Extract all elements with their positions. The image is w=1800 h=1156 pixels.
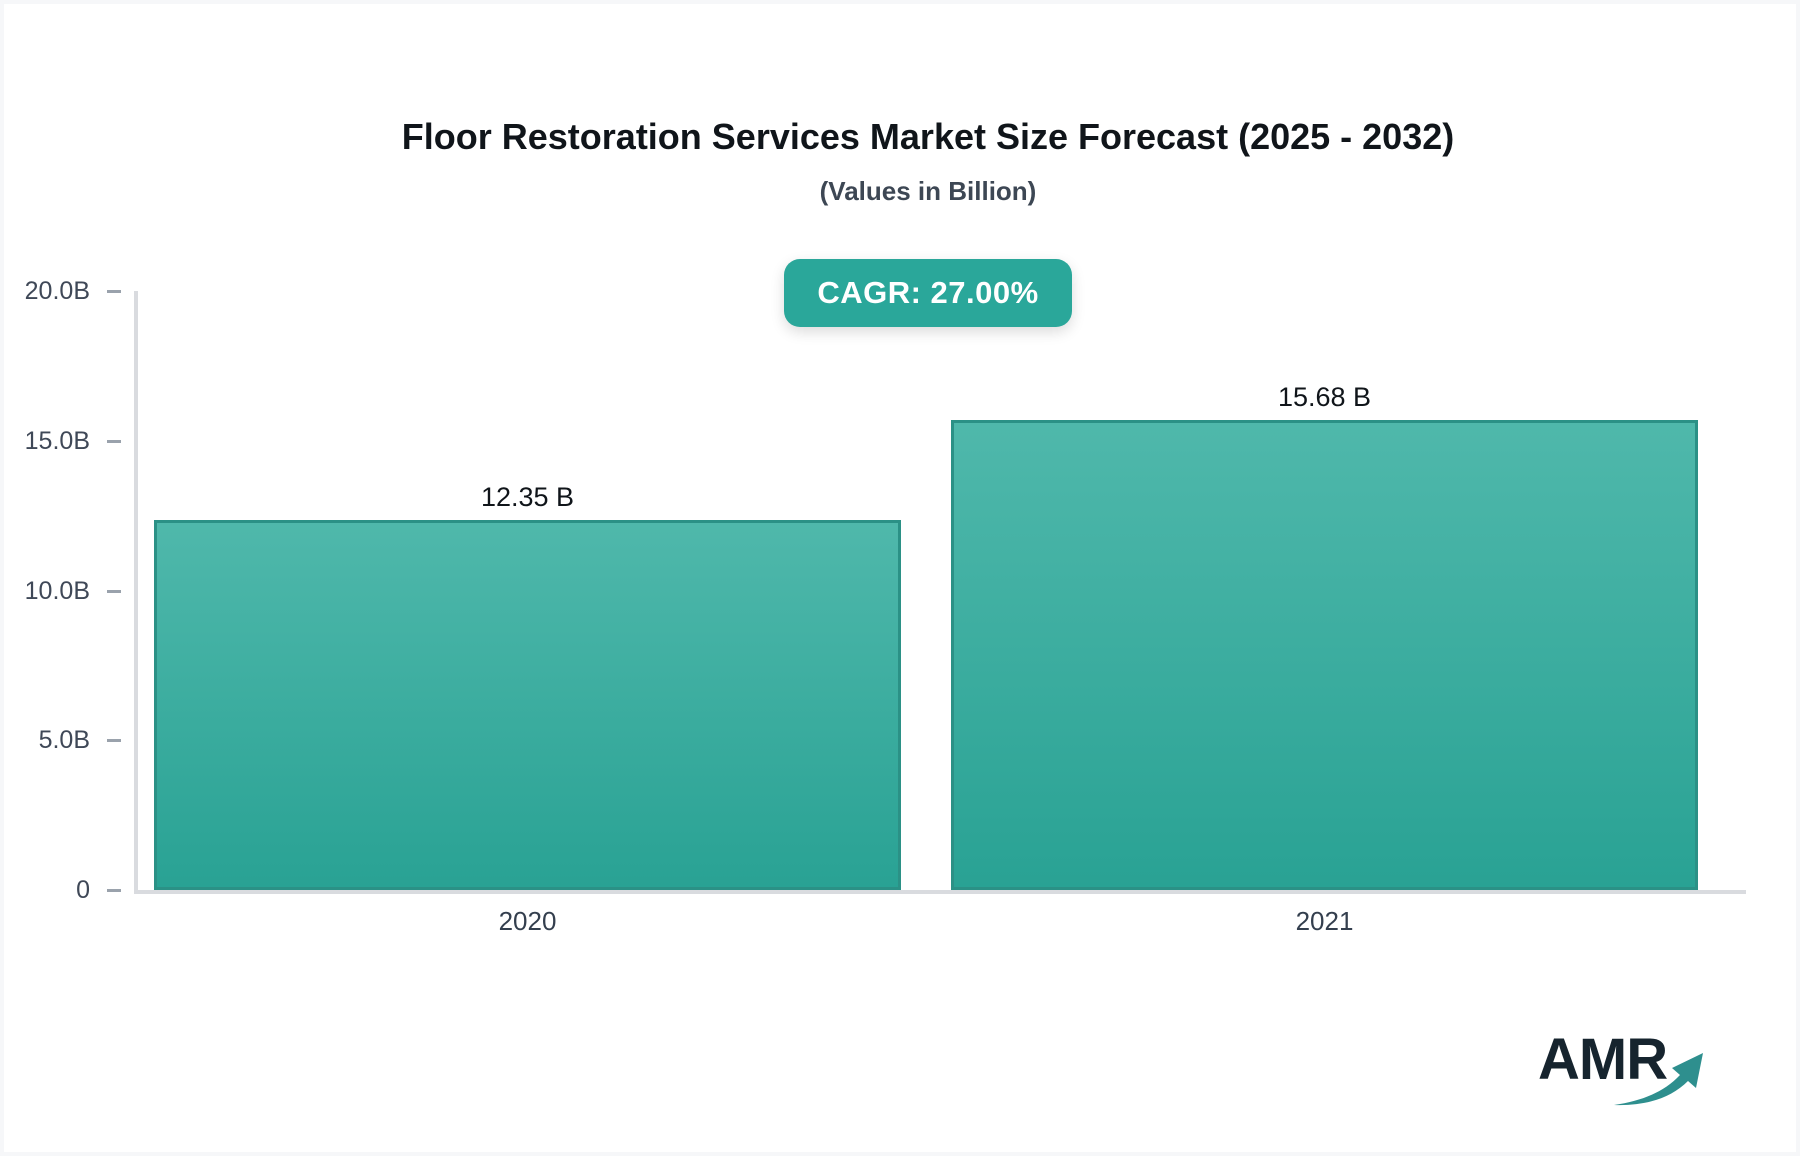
y-axis-line (134, 291, 138, 892)
amr-logo: AMR (1538, 1028, 1738, 1108)
y-axis-tick-mark (107, 439, 121, 443)
x-axis-label: 2020 (498, 906, 557, 936)
y-axis-tick-label: 10.0B (24, 576, 90, 605)
bar-value-label: 12.35 B (480, 482, 575, 513)
y-axis-tick-mark (107, 589, 121, 593)
chart-subtitle: (Values in Billion) (819, 176, 1037, 206)
bar-value-label: 15.68 B (1277, 382, 1372, 413)
y-axis-tick-label: 20.0B (24, 277, 90, 305)
y-axis-tick-label: 15.0B (24, 426, 90, 455)
y-axis-tick-label: 0 (76, 876, 90, 904)
y-axis-tick-mark (107, 889, 121, 892)
chart-title: Floor Restoration Services Market Size F… (401, 116, 1455, 157)
y-axis-tick-mark (107, 290, 121, 293)
cagr-badge-label: CAGR: 27.00% (817, 275, 1039, 310)
y-axis-tick-mark (107, 739, 121, 743)
bar-2021[interactable] (951, 420, 1698, 890)
bar-2020[interactable] (154, 520, 901, 890)
amr-logo-text: AMR (1538, 1027, 1668, 1092)
x-axis-label: 2021 (1295, 906, 1354, 936)
bar-chart: 20.0B 15.0B 10.0B 5.0B 0 12.35 B 2020 15.68 B 20… (4, 4, 1796, 1152)
y-axis-tick-label: 5.0B (38, 726, 90, 755)
chart-card: Floor Restoration Services Market Size F… (4, 4, 1796, 1152)
amr-logo-arrow-icon (1614, 1053, 1703, 1106)
x-axis-baseline (134, 890, 1746, 894)
cagr-badge: CAGR: 27.00% (784, 259, 1072, 327)
